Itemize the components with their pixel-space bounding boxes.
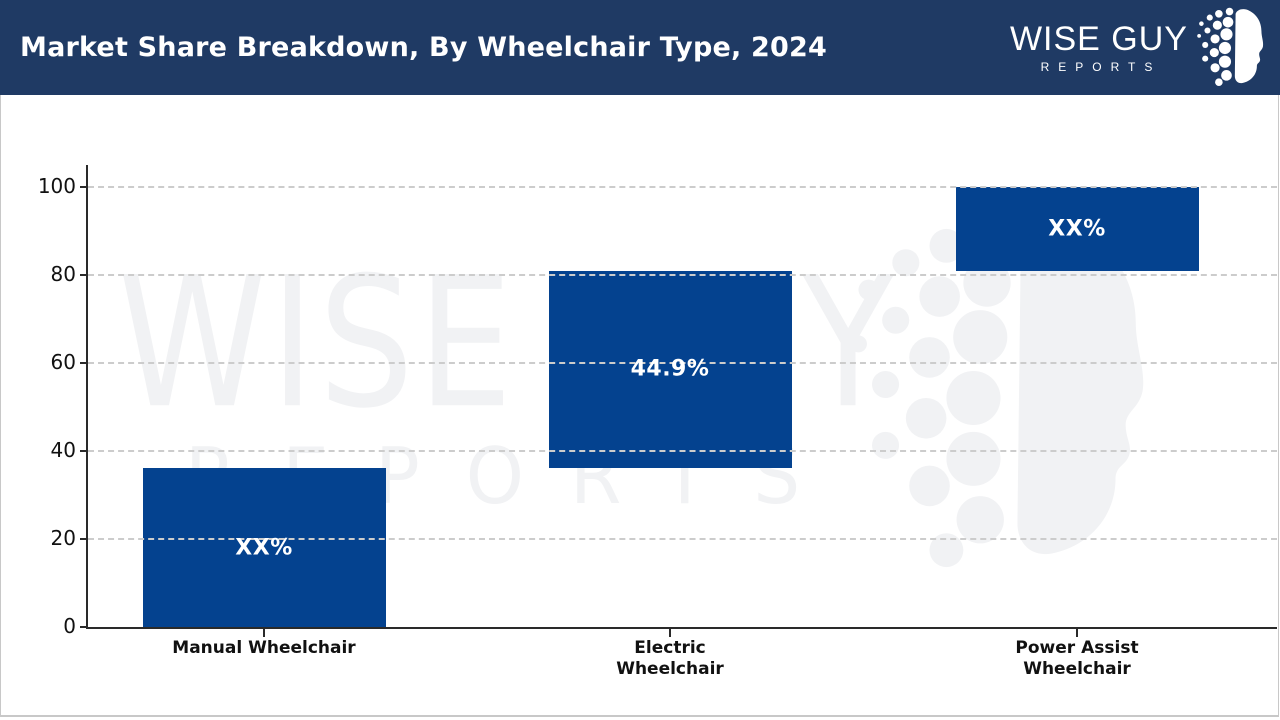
y-tick-mark-20	[80, 538, 88, 540]
category-label-electric-wheelchair: Electric Wheelchair	[616, 638, 724, 679]
gridline-80	[88, 274, 1277, 276]
gridline-60	[88, 362, 1277, 364]
brand-logo: WISE GUY REPORTS	[1010, 0, 1266, 95]
y-tick-mark-100	[80, 186, 88, 188]
x-tick-mark-power-assist-wheelchair	[1076, 629, 1078, 637]
bar-electric-wheelchair	[548, 270, 792, 469]
watermark-head-icon	[850, 218, 1144, 568]
y-tick-label-0: 0	[63, 614, 76, 639]
y-tick-label-40: 40	[50, 438, 76, 463]
gridline-40	[88, 450, 1277, 452]
chart-title: Market Share Breakdown, By Wheelchair Ty…	[20, 32, 827, 63]
x-tick-mark-electric-wheelchair	[669, 629, 671, 637]
bar-manual-wheelchair	[142, 468, 386, 627]
x-tick-mark-manual-wheelchair	[263, 629, 265, 637]
y-tick-label-100: 100	[37, 174, 76, 199]
brand-name: WISE GUY	[1009, 20, 1188, 58]
category-label-power-assist-wheelchair: Power Assist Wheelchair	[1015, 638, 1139, 679]
brand-tagline: REPORTS	[1040, 60, 1162, 74]
y-tick-mark-80	[80, 274, 88, 276]
y-tick-label-80: 80	[50, 262, 76, 287]
bar-value-label-manual-wheelchair: XX%	[235, 535, 293, 561]
bar-value-label-electric-wheelchair: 44.9%	[630, 356, 710, 382]
category-label-manual-wheelchair: Manual Wheelchair	[172, 638, 356, 658]
header-bar: Market Share Breakdown, By Wheelchair Ty…	[0, 0, 1280, 95]
bar-power-assist-wheelchair	[955, 187, 1199, 271]
y-axis-line	[86, 165, 88, 629]
brand-head-icon	[1197, 7, 1264, 86]
brand-logo-text: WISE GUY REPORTS	[1010, 22, 1188, 73]
y-tick-label-20: 20	[50, 526, 76, 551]
x-axis-line	[86, 627, 1277, 629]
y-tick-label-60: 60	[50, 350, 76, 375]
y-tick-mark-60	[80, 362, 88, 364]
bar-value-label-power-assist-wheelchair: XX%	[1048, 216, 1106, 242]
y-tick-mark-0	[80, 626, 88, 628]
gridline-20	[88, 538, 1277, 540]
gridline-100	[88, 186, 1277, 188]
y-tick-mark-40	[80, 450, 88, 452]
